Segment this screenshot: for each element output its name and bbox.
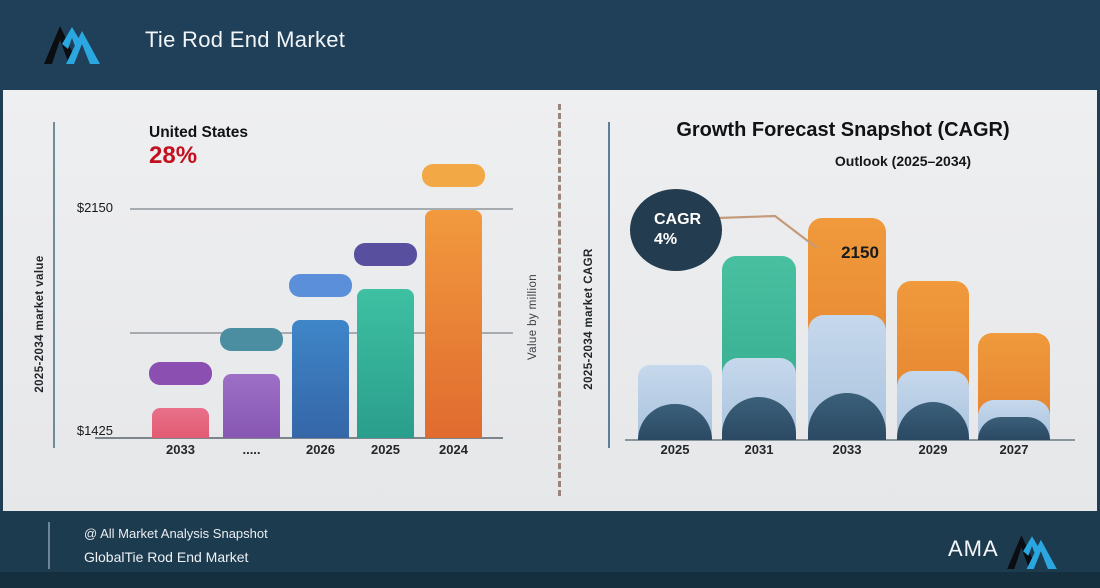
left-x-label-2033: 2033: [166, 442, 195, 457]
right-x-label-2033: 2033: [832, 442, 862, 457]
left-bar-cap-2026: [289, 274, 352, 297]
cagr-badge-label: CAGR: [654, 211, 702, 228]
page-title: Tie Rod End Market: [145, 27, 346, 52]
ama-mountain-logo: [44, 26, 100, 64]
left-bar-2033: [152, 408, 209, 438]
right-chart-subtitle: Outlook (2025–2034): [834, 153, 972, 169]
footer-snapshot-text: @ All Market Analysis Snapshot: [84, 526, 268, 541]
left-chart-highlight-value: 28%: [149, 142, 198, 169]
left-bar-cap-2025: [354, 243, 417, 266]
right-x-label-2025: 2025: [660, 442, 690, 457]
right-chart-title: Growth Forecast Snapshot (CAGR): [676, 119, 1010, 141]
cagr-badge-value: 4%: [654, 231, 678, 248]
right-bars-group: 2025 2031 2033 2029 2027: [3, 90, 1097, 511]
left-bar-2026: [292, 320, 349, 438]
ama-mountain-logo: [1007, 535, 1057, 569]
left-bar-cap-2033: [149, 362, 212, 385]
left-x-label-2024: 2024: [439, 442, 468, 457]
footer-brand-text: AMA: [948, 536, 999, 561]
header-bar: Tie Rod End Market: [0, 0, 1100, 90]
bar-data-label-2150: 2150: [841, 243, 879, 262]
left-bar-.....: [223, 374, 280, 438]
panel-divider-dashed: [558, 104, 561, 496]
left-bars-group: 2033..... 2026 2025 2024: [3, 90, 1097, 511]
left-x-label-.....: .....: [242, 442, 261, 457]
left-x-axis-line: [95, 437, 503, 439]
footer-divider-line: [48, 522, 50, 569]
footer-market-text: GlobalTie Rod End Market: [84, 549, 249, 565]
right-x-label-2027: 2027: [999, 442, 1029, 457]
left-bar-cap-2024: [422, 164, 485, 187]
left-x-label-2025: 2025: [371, 442, 400, 457]
left-bar-2024: [425, 210, 482, 438]
left-chart-title: United States: [149, 124, 249, 141]
right-y-axis-line: [608, 122, 610, 448]
y-tick-1425: $1425: [76, 423, 113, 438]
right-x-label-2031: 2031: [744, 442, 774, 457]
gridline-2150: [130, 208, 513, 210]
left-y-axis-line: [53, 122, 55, 448]
left-bar-2025: [357, 289, 414, 438]
footer-bottom-strip: [0, 572, 1100, 588]
left-bar-cap-.....: [220, 328, 283, 351]
right-x-label-2029: 2029: [918, 442, 948, 457]
y-tick-2150: $2150: [76, 200, 113, 215]
right-bar-dome-2027: [978, 417, 1050, 440]
left-x-label-2026: 2026: [306, 442, 335, 457]
cagr-badge: CAGR 4%: [630, 189, 722, 271]
charts-panel: 2025-2034 market value Value by million …: [3, 90, 1097, 511]
